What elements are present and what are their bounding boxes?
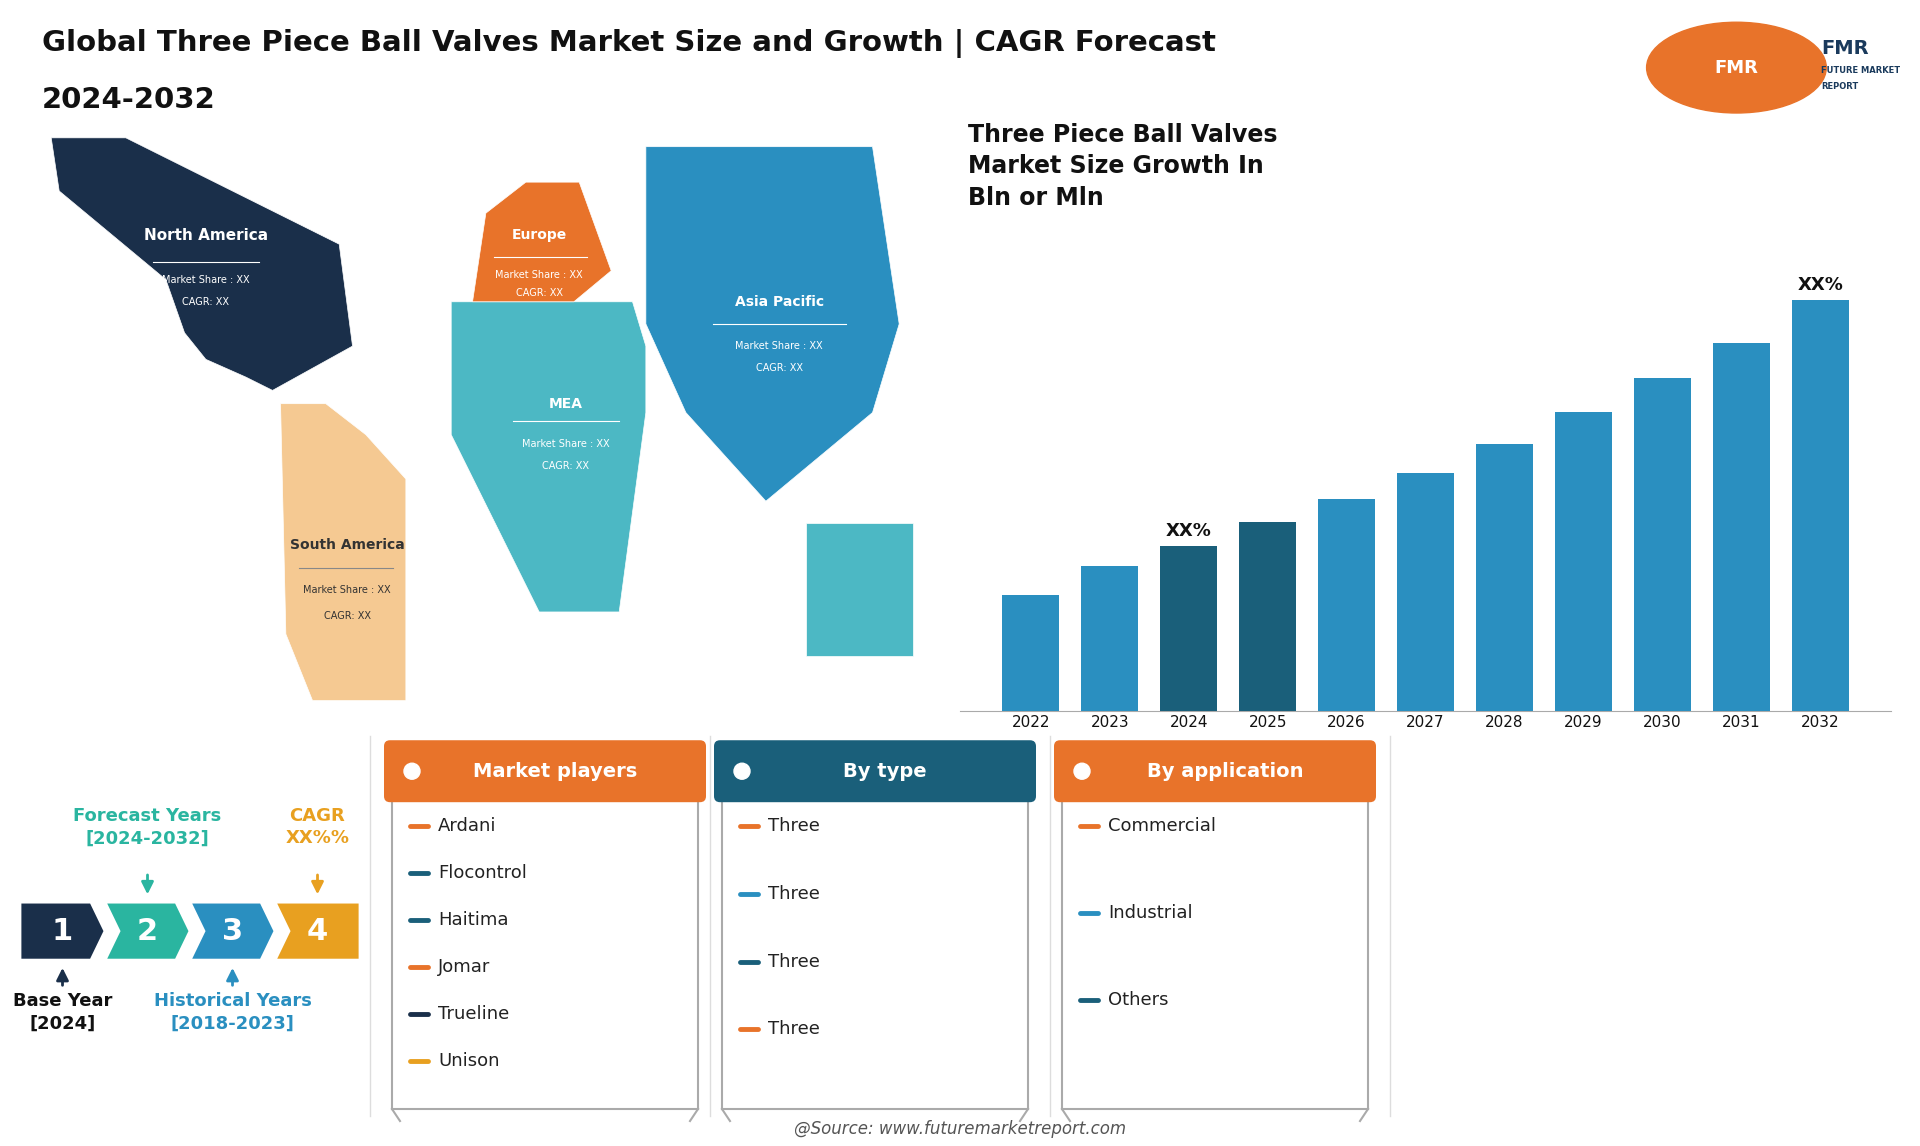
Text: REPORT: REPORT	[1822, 83, 1859, 91]
Polygon shape	[52, 138, 353, 391]
Text: Commercial: Commercial	[1108, 817, 1215, 835]
Text: Market Share : XX: Market Share : XX	[303, 584, 392, 595]
Text: CAGR: XX: CAGR: XX	[541, 461, 589, 471]
Text: Ardani: Ardani	[438, 817, 497, 835]
Text: North America: North America	[144, 228, 269, 243]
Bar	[1160, 545, 1217, 711]
Bar	[1713, 343, 1770, 711]
Text: 4: 4	[307, 917, 328, 945]
Polygon shape	[280, 403, 405, 700]
Text: 3: 3	[223, 917, 244, 945]
Circle shape	[733, 763, 751, 779]
Text: @Source: www.futuremarketreport.com: @Source: www.futuremarketreport.com	[795, 1120, 1125, 1138]
Bar	[1319, 500, 1375, 711]
Text: Flocontrol: Flocontrol	[438, 864, 526, 882]
Text: Market players: Market players	[472, 762, 637, 780]
Text: Three: Three	[768, 885, 820, 903]
Text: MEA: MEA	[549, 397, 584, 410]
Text: FUTURE MARKET: FUTURE MARKET	[1822, 65, 1901, 74]
Text: Base Year
[2024]: Base Year [2024]	[13, 992, 111, 1033]
Text: Unison: Unison	[438, 1052, 499, 1069]
Text: Trueline: Trueline	[438, 1005, 509, 1022]
Polygon shape	[190, 902, 275, 960]
Text: Three Piece Ball Valves
Market Size Growth In
Bln or Mln: Three Piece Ball Valves Market Size Grow…	[968, 123, 1277, 210]
Text: South America: South America	[290, 539, 405, 552]
Text: CAGR
XX%%: CAGR XX%%	[286, 807, 349, 847]
FancyBboxPatch shape	[1054, 740, 1377, 802]
Text: Market Share : XX: Market Share : XX	[735, 342, 824, 351]
Circle shape	[1073, 763, 1091, 779]
Polygon shape	[106, 902, 190, 960]
Text: Market Share : XX: Market Share : XX	[522, 439, 611, 448]
Text: 2024-2032: 2024-2032	[42, 86, 215, 113]
Text: CAGR: XX: CAGR: XX	[182, 297, 228, 307]
Text: Industrial: Industrial	[1108, 904, 1192, 923]
Text: 2: 2	[136, 917, 157, 945]
Text: Three: Three	[768, 817, 820, 835]
Polygon shape	[451, 301, 645, 612]
Text: Haitima: Haitima	[438, 911, 509, 929]
Bar	[1634, 378, 1692, 711]
Text: FMR: FMR	[1822, 39, 1868, 58]
Text: Historical Years
[2018-2023]: Historical Years [2018-2023]	[154, 992, 311, 1033]
Text: CAGR: XX: CAGR: XX	[324, 612, 371, 621]
Text: CAGR: XX: CAGR: XX	[516, 288, 563, 298]
Text: Others: Others	[1108, 991, 1169, 1010]
Bar	[1476, 445, 1532, 711]
Polygon shape	[472, 182, 611, 301]
Text: Forecast Years
[2024-2032]: Forecast Years [2024-2032]	[73, 807, 221, 847]
Polygon shape	[645, 147, 899, 501]
Text: By application: By application	[1146, 762, 1304, 780]
Circle shape	[1647, 22, 1826, 113]
Text: Market Share : XX: Market Share : XX	[495, 270, 584, 280]
Text: Market Share : XX: Market Share : XX	[161, 275, 250, 284]
Text: 1: 1	[52, 917, 73, 945]
FancyBboxPatch shape	[714, 740, 1037, 802]
Text: Global Three Piece Ball Valves Market Size and Growth | CAGR Forecast: Global Three Piece Ball Valves Market Si…	[42, 29, 1215, 57]
Text: XX%: XX%	[1797, 276, 1843, 293]
Bar	[1398, 473, 1453, 711]
Bar	[1791, 299, 1849, 711]
Text: Three: Three	[768, 952, 820, 971]
Bar	[1238, 523, 1296, 711]
Text: Asia Pacific: Asia Pacific	[735, 295, 824, 308]
Text: FMR: FMR	[1715, 58, 1759, 77]
Text: By type: By type	[843, 762, 927, 780]
Text: CAGR: XX: CAGR: XX	[756, 363, 803, 374]
Bar	[1002, 595, 1060, 711]
Text: Three: Three	[768, 1020, 820, 1038]
FancyBboxPatch shape	[384, 740, 707, 802]
Text: Jomar: Jomar	[438, 958, 490, 976]
Bar	[1555, 413, 1613, 711]
Circle shape	[403, 763, 420, 779]
Polygon shape	[275, 902, 361, 960]
Polygon shape	[19, 902, 106, 960]
Text: Europe: Europe	[511, 228, 566, 242]
Text: XX%: XX%	[1165, 521, 1212, 540]
Bar	[1081, 566, 1139, 711]
Polygon shape	[806, 524, 912, 657]
